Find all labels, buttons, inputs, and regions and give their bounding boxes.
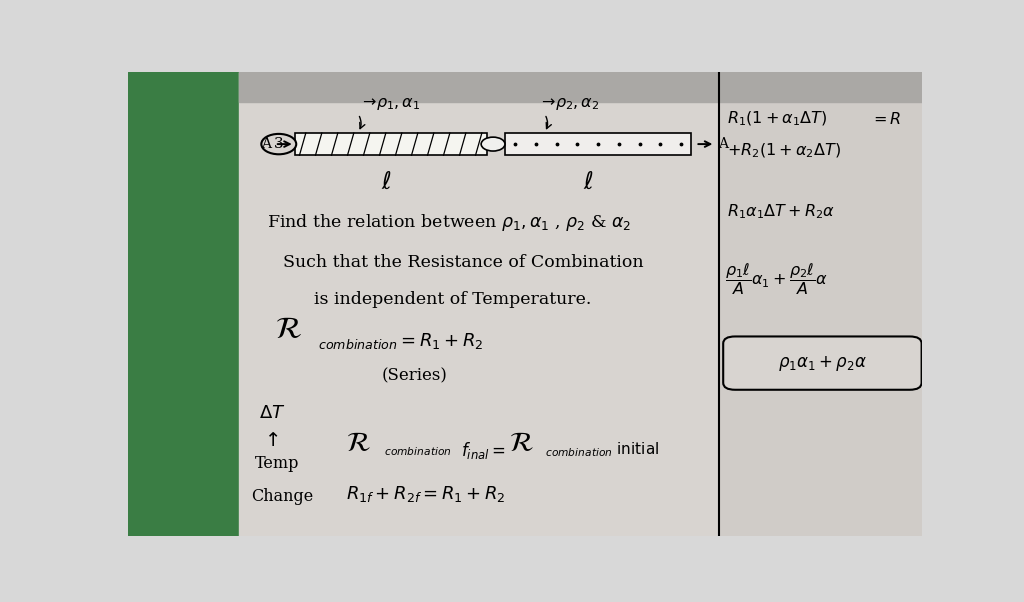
Text: $\mathcal{R}$: $\mathcal{R}$ <box>346 429 371 457</box>
Text: $\dfrac{\rho_1\ell}{A}\alpha_1 + \dfrac{\rho_2\ell}{A}\alpha$: $\dfrac{\rho_1\ell}{A}\alpha_1 + \dfrac{… <box>725 261 827 297</box>
Text: Change: Change <box>251 488 313 505</box>
Text: Such that the Resistance of Combination: Such that the Resistance of Combination <box>283 254 643 271</box>
Text: (Series): (Series) <box>382 367 447 384</box>
FancyBboxPatch shape <box>723 337 922 389</box>
Text: Temp: Temp <box>255 456 299 473</box>
Bar <box>295 133 486 155</box>
Text: $+ R_2(1+\alpha_2\Delta T)$: $+ R_2(1+\alpha_2\Delta T)$ <box>727 142 841 160</box>
Text: A: A <box>261 137 270 151</box>
Text: is independent of Temperature.: is independent of Temperature. <box>314 291 592 308</box>
Text: $\uparrow$: $\uparrow$ <box>261 431 280 450</box>
Text: $R_1\alpha_1\Delta T + R_2\alpha$: $R_1\alpha_1\Delta T + R_2\alpha$ <box>727 202 836 221</box>
Text: $= R$: $= R$ <box>870 111 901 126</box>
Circle shape <box>481 137 505 151</box>
Text: $\mathcal{R}$: $\mathcal{R}$ <box>274 315 302 344</box>
Text: $\mathcal{R}$: $\mathcal{R}$ <box>509 429 534 457</box>
Text: $\Delta T$: $\Delta T$ <box>259 404 286 422</box>
Text: $_{combination}$: $_{combination}$ <box>384 442 452 458</box>
Text: $R_1(1+\alpha_1\Delta T)$: $R_1(1+\alpha_1\Delta T)$ <box>727 110 827 128</box>
Bar <box>719 72 922 536</box>
Bar <box>128 72 240 536</box>
Text: $_{combination}$ initial: $_{combination}$ initial <box>545 441 658 459</box>
Text: 3: 3 <box>274 137 284 151</box>
Bar <box>505 133 691 155</box>
Circle shape <box>261 134 296 154</box>
Text: $\rho_1\alpha_1 + \rho_2\alpha$: $\rho_1\alpha_1 + \rho_2\alpha$ <box>778 353 867 373</box>
Text: $\ell$: $\ell$ <box>583 170 594 194</box>
Text: Find the relation between $\rho_1,\alpha_1$ , $\rho_2$ & $\alpha_2$: Find the relation between $\rho_1,\alpha… <box>267 213 631 234</box>
Text: $R_{1f} + R_{2f} = R_1 + R_2$: $R_{1f} + R_{2f} = R_1 + R_2$ <box>346 484 506 504</box>
Text: $\rightarrow\!\rho_2,\alpha_2$: $\rightarrow\!\rho_2,\alpha_2$ <box>538 96 599 111</box>
Text: $_{combination} = R_1 + R_2$: $_{combination} = R_1 + R_2$ <box>318 331 484 351</box>
Text: $f_{inal}=$: $f_{inal}=$ <box>462 439 506 461</box>
Text: $\ell$: $\ell$ <box>381 170 391 194</box>
Bar <box>240 72 922 102</box>
Text: $\rightarrow\!\rho_1,\alpha_1$: $\rightarrow\!\rho_1,\alpha_1$ <box>359 96 421 111</box>
Bar <box>240 72 719 536</box>
Text: A: A <box>718 137 728 151</box>
